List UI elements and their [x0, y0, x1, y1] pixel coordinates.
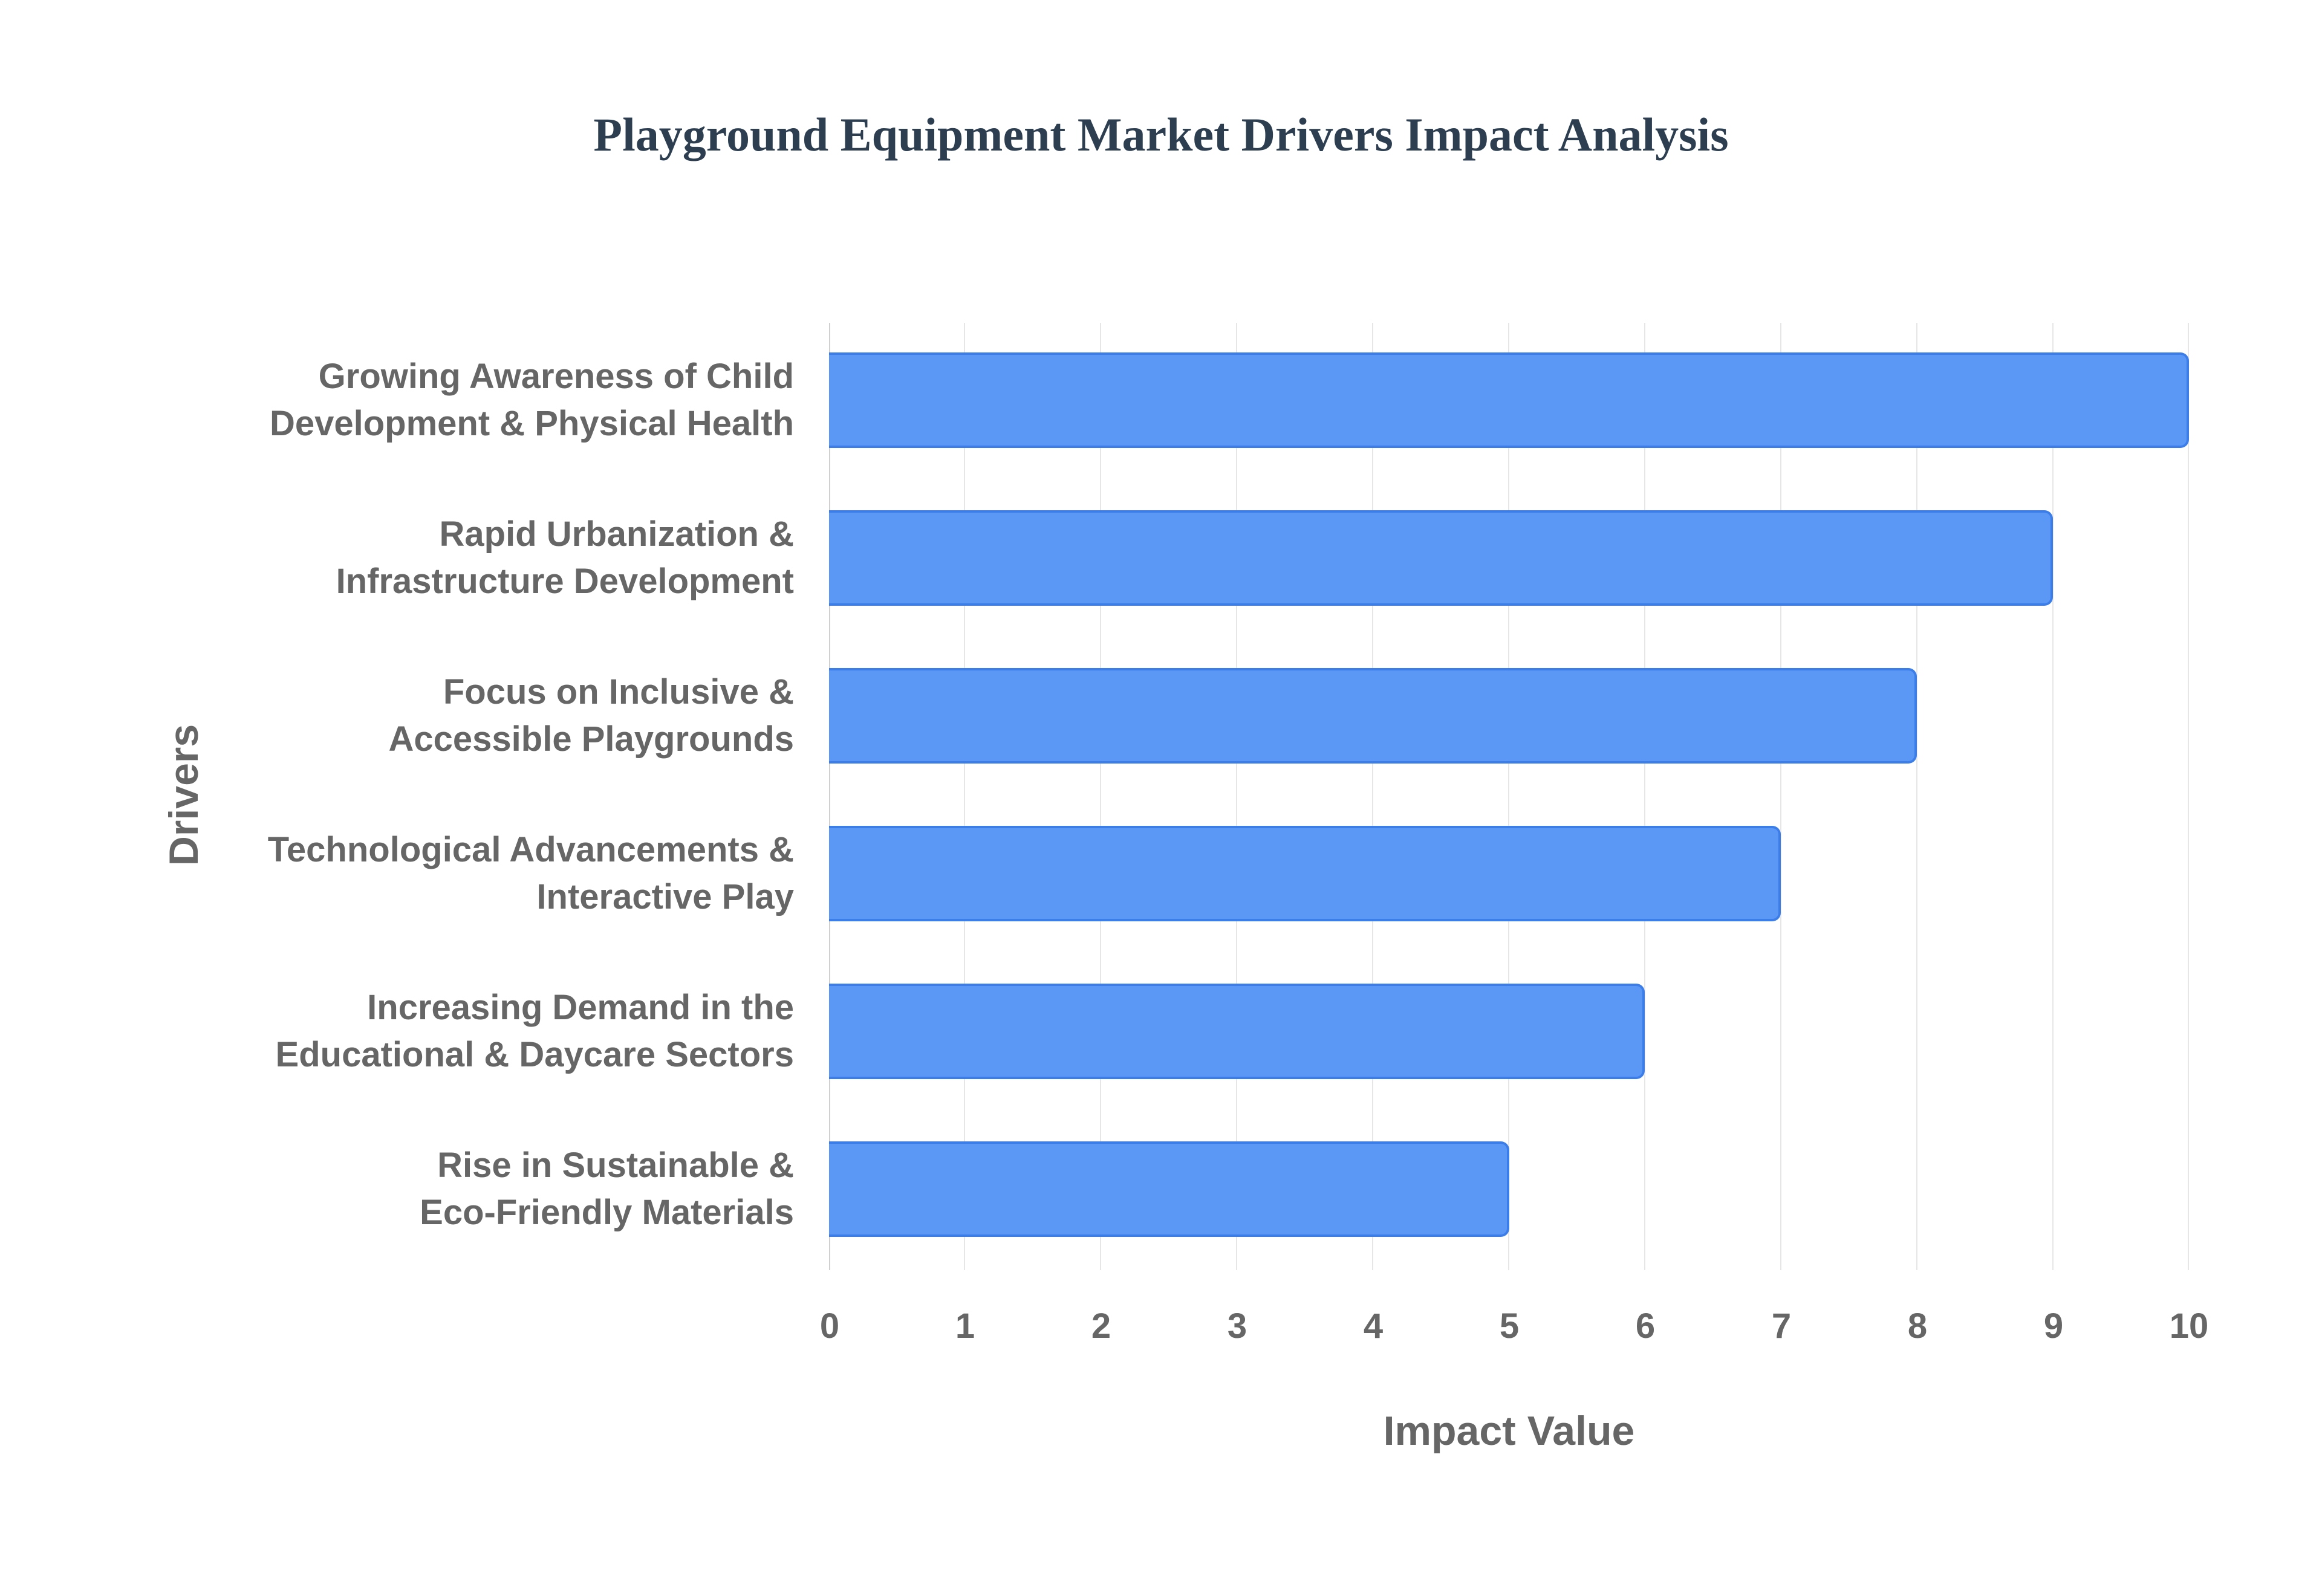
bar-1[interactable]	[829, 510, 2054, 606]
category-label-line: Increasing Demand in the	[367, 988, 794, 1027]
bar-2[interactable]	[829, 668, 1917, 764]
x-tick-label: 10	[2169, 1306, 2209, 1346]
category-label-line: Technological Advancements &	[267, 830, 794, 869]
gridline-1	[964, 323, 965, 1270]
x-tick-label: 8	[1907, 1306, 1928, 1346]
category-label-line: Eco-Friendly Materials	[420, 1193, 794, 1232]
bar-3[interactable]	[829, 826, 1781, 921]
category-label-line: Infrastructure Development	[336, 562, 794, 601]
x-tick-label: 4	[1363, 1306, 1384, 1346]
gridline-0	[829, 323, 830, 1270]
category-label: Rise in Sustainable & Eco-Friendly Mater…	[129, 1142, 794, 1236]
plot-area	[829, 323, 2189, 1270]
x-axis-title: Impact Value	[1383, 1408, 1635, 1454]
gridline-8	[1916, 323, 1917, 1270]
gridline-5	[1508, 323, 1509, 1270]
chart-title: Playground Equipment Market Drivers Impa…	[593, 108, 1729, 161]
bar-5[interactable]	[829, 1141, 1509, 1237]
gridline-9	[2052, 323, 2054, 1270]
category-label-line: Educational & Daycare Sectors	[275, 1035, 794, 1074]
x-tick-label: 7	[1771, 1306, 1792, 1346]
category-label-line: Interactive Play	[536, 877, 794, 916]
category-label: Technological Advancements & Interactive…	[129, 826, 794, 921]
x-tick-label: 0	[819, 1306, 840, 1346]
category-label: Focus on Inclusive & Accessible Playgrou…	[129, 669, 794, 763]
category-label-line: Development & Physical Health	[269, 404, 794, 443]
category-label-line: Rise in Sustainable &	[437, 1146, 794, 1185]
x-tick-label: 9	[2043, 1306, 2064, 1346]
x-tick-label: 1	[955, 1306, 975, 1346]
bar-0[interactable]	[829, 352, 2189, 448]
category-label-line: Growing Awareness of Child	[318, 357, 794, 396]
x-tick-label: 6	[1635, 1306, 1656, 1346]
category-label-line: Rapid Urbanization &	[439, 514, 794, 554]
x-tick-label: 5	[1499, 1306, 1520, 1346]
category-label-line: Accessible Playgrounds	[388, 719, 794, 759]
category-label: Rapid Urbanization & Infrastructure Deve…	[129, 511, 794, 605]
gridline-6	[1644, 323, 1645, 1270]
category-label: Growing Awareness of Child Development &…	[129, 353, 794, 447]
category-label: Increasing Demand in the Educational & D…	[129, 984, 794, 1079]
category-label-line: Focus on Inclusive &	[443, 672, 794, 712]
bar-4[interactable]	[829, 984, 1645, 1079]
x-tick-label: 2	[1091, 1306, 1111, 1346]
gridline-2	[1100, 323, 1101, 1270]
gridline-4	[1372, 323, 1373, 1270]
gridline-10	[2188, 323, 2189, 1270]
x-tick-label: 3	[1227, 1306, 1247, 1346]
gridline-3	[1236, 323, 1237, 1270]
gridline-7	[1780, 323, 1781, 1270]
